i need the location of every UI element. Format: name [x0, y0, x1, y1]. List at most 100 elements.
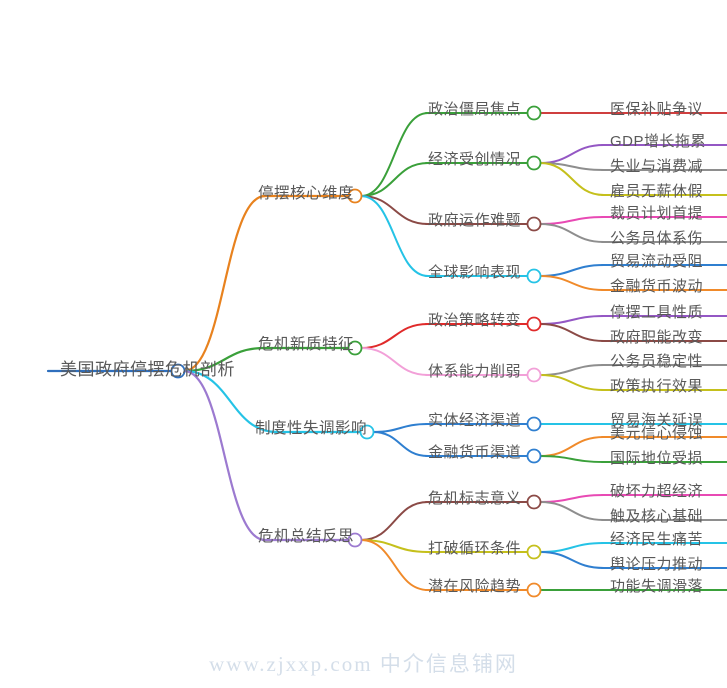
leaf-node-2-1-1-label: 停摆工具性质 — [610, 304, 704, 321]
mindmap-edge — [539, 223, 605, 243]
mindmap-edge — [539, 275, 605, 291]
branch-node-2[interactable]: 危机新质特征 — [258, 337, 354, 353]
leaf-node-4-1-1[interactable]: 破坏力超经济 — [610, 484, 703, 499]
mindmap-edge — [539, 501, 605, 521]
leaf-node-1-4-2[interactable]: 金融货币波动 — [610, 279, 703, 294]
leaf-node-1-2-1-label: GDP增长拖累 — [610, 133, 707, 150]
branch-node-4[interactable]: 危机总结反思 — [258, 529, 354, 545]
mindmap-node-dot[interactable] — [526, 105, 542, 121]
topic-node-2-2-label: 体系能力削弱 — [428, 363, 522, 380]
branch-node-4-label: 危机总结反思 — [258, 528, 355, 545]
leaf-node-2-2-1-label: 公务员稳定性 — [610, 353, 704, 370]
topic-node-4-2-label: 打破循环条件 — [428, 540, 522, 557]
mindmap-node-dot[interactable] — [526, 367, 542, 383]
mindmap-edge — [360, 112, 429, 197]
leaf-node-1-2-3[interactable]: 雇员无薪休假 — [610, 184, 703, 199]
mindmap-edge — [360, 195, 429, 277]
leaf-node-1-4-2-label: 金融货币波动 — [610, 278, 704, 295]
leaf-node-4-1-1-label: 破坏力超经济 — [610, 483, 704, 500]
mindmap-node-dot[interactable] — [526, 448, 542, 464]
mindmap-edge — [360, 195, 429, 225]
leaf-node-1-2-2-label: 失业与消费减 — [610, 158, 704, 175]
mindmap-edge — [360, 347, 429, 376]
mindmap-edge — [539, 364, 605, 376]
leaf-node-1-1-1[interactable]: 医保补贴争议 — [610, 102, 703, 117]
topic-node-4-1-label: 危机标志意义 — [428, 490, 522, 507]
mindmap-edge — [539, 494, 605, 503]
mindmap-node-dot[interactable] — [526, 416, 542, 432]
leaf-node-1-3-2[interactable]: 公务员体系伤 — [610, 231, 703, 246]
leaf-node-1-2-1[interactable]: GDP增长拖累 — [610, 134, 706, 149]
leaf-node-4-1-2[interactable]: 触及核心基础 — [610, 509, 703, 524]
mindmap-edge — [539, 264, 605, 277]
topic-node-4-1[interactable]: 危机标志意义 — [428, 491, 521, 506]
leaf-node-4-1-2-label: 触及核心基础 — [610, 508, 704, 525]
leaf-node-4-2-2[interactable]: 舆论压力推动 — [610, 557, 703, 572]
mindmap-node-dot[interactable] — [526, 316, 542, 332]
topic-node-1-1[interactable]: 政治僵局焦点 — [428, 102, 521, 117]
mindmap-edge — [360, 162, 429, 197]
topic-node-3-2[interactable]: 金融货币渠道 — [428, 445, 521, 460]
leaf-node-4-2-1[interactable]: 经济民生痛苦 — [610, 532, 703, 547]
mindmap-node-dot[interactable] — [526, 216, 542, 232]
watermark: www.zjxxp.com 中介信息铺网 — [209, 652, 518, 676]
topic-node-4-2[interactable]: 打破循环条件 — [428, 541, 521, 556]
topic-node-1-2[interactable]: 经济受创情况 — [428, 152, 521, 167]
mindmap-edge — [372, 423, 429, 433]
leaf-node-1-2-2[interactable]: 失业与消费减 — [610, 159, 703, 174]
mindmap-edge — [360, 501, 429, 541]
mindmap-edge — [539, 162, 605, 171]
leaf-node-3-2-1-label: 美元信心侵蚀 — [610, 425, 704, 442]
leaf-node-2-1-2[interactable]: 政府职能改变 — [610, 330, 703, 345]
leaf-node-3-2-1[interactable]: 美元信心侵蚀 — [610, 426, 703, 441]
topic-node-2-1-label: 政治策略转变 — [428, 312, 522, 329]
mindmap-edge — [360, 539, 429, 553]
leaf-node-1-4-1[interactable]: 贸易流动受阻 — [610, 254, 703, 269]
topic-node-4-3[interactable]: 潜在风险趋势 — [428, 579, 521, 594]
topic-node-3-2-label: 金融货币渠道 — [428, 444, 522, 461]
mindmap-node-dot[interactable] — [526, 155, 542, 171]
leaf-node-2-2-1[interactable]: 公务员稳定性 — [610, 354, 703, 369]
leaf-node-1-4-1-label: 贸易流动受阻 — [610, 253, 704, 270]
leaf-node-1-2-3-label: 雇员无薪休假 — [610, 183, 704, 200]
mindmap-edge — [182, 194, 267, 373]
mindmap-node-dot[interactable] — [526, 582, 542, 598]
mindmap-edge — [539, 323, 605, 342]
topic-node-1-4-label: 全球影响表现 — [428, 264, 522, 281]
leaf-node-3-2-2[interactable]: 国际地位受损 — [610, 451, 703, 466]
topic-node-1-3[interactable]: 政府运作难题 — [428, 213, 521, 228]
mindmap-edge — [539, 542, 605, 553]
mindmap-edge — [539, 162, 605, 196]
leaf-node-2-1-1[interactable]: 停摆工具性质 — [610, 305, 703, 320]
branch-node-3[interactable]: 制度性失调影响 — [255, 421, 367, 437]
leaf-node-3-2-2-label: 国际地位受损 — [610, 450, 704, 467]
mindmap-edge — [182, 369, 267, 542]
topic-node-2-1[interactable]: 政治策略转变 — [428, 313, 521, 328]
mindmap-node-dot[interactable] — [526, 544, 542, 560]
leaf-node-3-1-1[interactable]: 贸易海关延误 — [610, 413, 703, 428]
leaf-node-1-3-1[interactable]: 裁员计划首提 — [610, 206, 703, 221]
topic-node-2-2[interactable]: 体系能力削弱 — [428, 364, 521, 379]
branch-node-1[interactable]: 停摆核心维度 — [258, 186, 354, 202]
topic-node-1-4[interactable]: 全球影响表现 — [428, 265, 521, 280]
leaf-node-1-3-1-label: 裁员计划首提 — [610, 205, 704, 222]
mindmap-node-dot[interactable] — [526, 268, 542, 284]
topic-node-3-1[interactable]: 实体经济渠道 — [428, 413, 521, 428]
root-node-label: 美国政府停摆危机剖析 — [60, 360, 235, 379]
root-node[interactable]: 美国政府停摆危机剖析 — [60, 361, 235, 378]
topic-node-3-1-label: 实体经济渠道 — [428, 412, 522, 429]
leaf-node-4-3-1[interactable]: 功能失调滑落 — [610, 579, 703, 594]
leaf-node-1-1-1-label: 医保补贴争议 — [610, 101, 704, 118]
topic-node-1-2-label: 经济受创情况 — [428, 151, 522, 168]
mindmap-edge — [539, 455, 605, 463]
mindmap-edge — [539, 374, 605, 391]
leaf-node-2-2-2[interactable]: 政策执行效果 — [610, 379, 703, 394]
leaf-node-2-2-2-label: 政策执行效果 — [610, 378, 704, 395]
mindmap-edge — [360, 323, 429, 349]
leaf-node-1-3-2-label: 公务员体系伤 — [610, 230, 704, 247]
topic-node-1-1-label: 政治僵局焦点 — [428, 101, 522, 118]
mindmap-node-dot[interactable] — [526, 494, 542, 510]
mindmap-edge — [539, 436, 605, 457]
leaf-node-3-1-1-label: 贸易海关延误 — [610, 412, 704, 429]
